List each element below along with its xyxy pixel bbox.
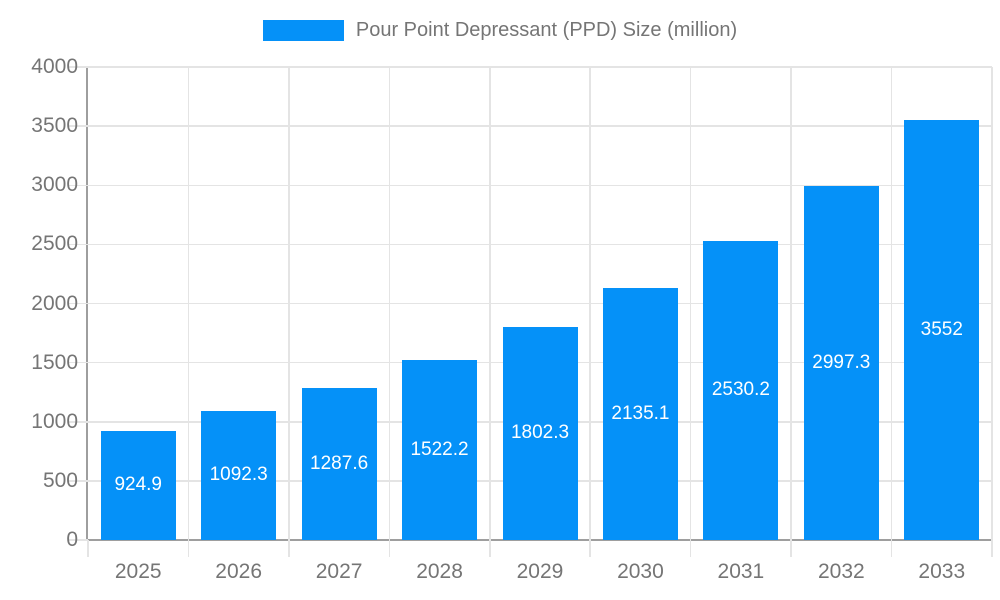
y-gridline xyxy=(88,243,992,246)
x-gridline xyxy=(689,67,692,540)
x-gridline xyxy=(187,67,190,540)
bar-2030[interactable]: 2135.1 xyxy=(602,287,678,540)
bar-2032[interactable]: 2997.3 xyxy=(803,185,879,540)
x-gridline xyxy=(790,67,792,540)
y-tick-mark xyxy=(68,480,88,482)
legend[interactable]: Pour Point Depressant (PPD) Size (millio… xyxy=(0,16,1000,44)
y-tick-mark xyxy=(68,421,88,423)
y-axis-tick-label: 3500 xyxy=(31,114,78,138)
y-axis-tick-label: 2500 xyxy=(31,232,78,256)
x-tick-mark xyxy=(790,540,792,557)
y-gridline xyxy=(88,302,992,305)
legend-swatch xyxy=(262,19,344,41)
bar-value-label: 2530.2 xyxy=(711,379,770,401)
y-tick-mark xyxy=(68,539,88,541)
y-gridline xyxy=(88,125,992,127)
x-gridline xyxy=(890,67,893,540)
x-axis-tick-label: 2033 xyxy=(918,560,966,583)
y-tick-mark xyxy=(68,243,88,246)
x-axis-tick-label: 2025 xyxy=(114,560,162,583)
x-axis-tick-label: 2028 xyxy=(416,560,463,583)
y-axis-tick-label: 1000 xyxy=(31,409,78,433)
y-axis-tick-label: 0 xyxy=(66,528,78,551)
bar-2033[interactable]: 3552 xyxy=(904,119,980,540)
x-axis-tick-label: 2031 xyxy=(717,560,765,583)
y-axis-tick-label: 500 xyxy=(42,468,78,492)
x-axis-tick-label: 2027 xyxy=(315,560,363,583)
bar-value-label: 3552 xyxy=(920,318,963,340)
x-tick-mark xyxy=(388,540,391,557)
bar-2025[interactable]: 924.9 xyxy=(100,430,176,540)
bar-value-label: 2997.3 xyxy=(812,351,871,373)
x-tick-mark xyxy=(689,540,692,557)
y-tick-mark xyxy=(68,184,88,186)
bar-value-label: 2135.1 xyxy=(611,402,670,424)
y-tick-mark xyxy=(68,125,88,127)
y-tick-mark xyxy=(68,66,88,68)
x-axis-tick-label: 2032 xyxy=(817,560,865,583)
x-tick-mark xyxy=(187,540,190,557)
x-axis-tick-label: 2026 xyxy=(215,560,263,583)
x-axis-tick-label: 2030 xyxy=(617,560,664,583)
y-axis-tick-label: 4000 xyxy=(31,55,78,78)
bar-2026[interactable]: 1092.3 xyxy=(201,410,277,540)
x-tick-mark xyxy=(87,540,89,557)
bar-2028[interactable]: 1522.2 xyxy=(402,360,478,540)
legend-label: Pour Point Depressant (PPD) Size (millio… xyxy=(355,19,738,41)
bar-value-label: 924.9 xyxy=(114,474,162,496)
plot-area: 924.9 1092.3 1287.6 1522.2 1802.3 2135.1 2530.… xyxy=(86,66,993,541)
bar-value-label: 1092.3 xyxy=(209,464,268,486)
bar-value-label: 1802.3 xyxy=(510,422,570,444)
x-gridline xyxy=(489,67,491,540)
x-gridline xyxy=(991,67,993,540)
x-tick-mark xyxy=(890,540,893,557)
y-tick-mark xyxy=(68,361,88,364)
x-gridline xyxy=(288,67,290,540)
bar-value-label: 1287.6 xyxy=(310,452,369,474)
x-gridline xyxy=(388,67,391,540)
bar-value-label: 1522.2 xyxy=(410,439,469,460)
y-tick-mark xyxy=(68,302,88,305)
y-axis-tick-label: 1500 xyxy=(31,350,78,374)
x-gridline xyxy=(589,67,591,540)
x-tick-mark xyxy=(991,540,993,557)
y-gridline xyxy=(88,66,992,68)
x-axis-tick-label: 2029 xyxy=(516,560,564,583)
y-axis-tick-label: 3000 xyxy=(31,173,78,197)
bar-2027[interactable]: 1287.6 xyxy=(301,387,377,540)
x-axis-line xyxy=(86,539,992,541)
bar-2031[interactable]: 2530.2 xyxy=(703,240,779,540)
y-axis-tick-label: 2000 xyxy=(31,291,78,315)
y-gridline xyxy=(88,184,992,186)
x-tick-mark xyxy=(589,540,591,557)
x-tick-mark xyxy=(288,540,290,557)
x-tick-mark xyxy=(489,540,491,557)
bar-2029[interactable]: 1802.3 xyxy=(502,326,578,540)
